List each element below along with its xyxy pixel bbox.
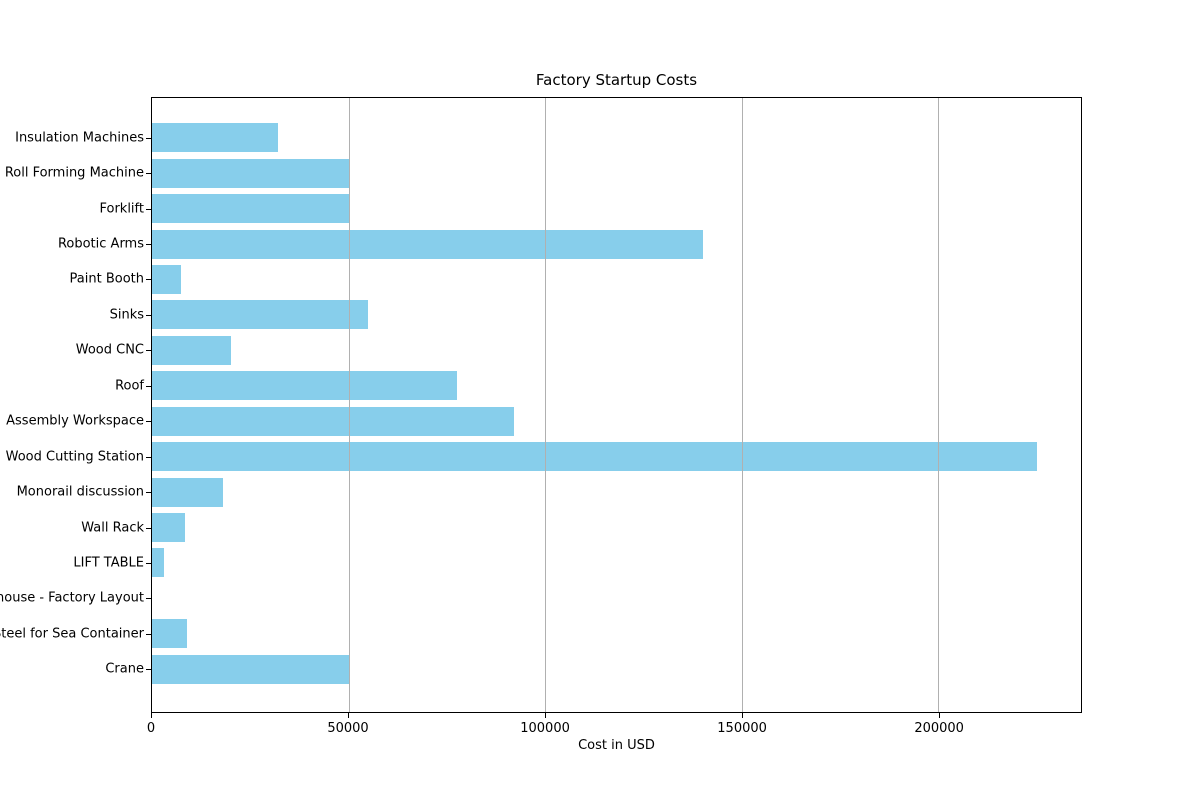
y-tick-mark (146, 633, 151, 635)
x-tick-label: 200000 (914, 721, 964, 736)
x-tick-label: 50000 (327, 721, 369, 736)
bar-row: Sinks (110, 297, 1081, 332)
bar-row: Paint Booth (70, 262, 1081, 297)
y-tick-label: Steel for Sea Container (0, 626, 144, 642)
y-tick-mark (146, 562, 151, 564)
bar (152, 371, 457, 401)
x-tick-label: 100000 (520, 721, 570, 736)
x-axis-label: Cost in USD (578, 738, 655, 753)
y-tick-label: Forklift (99, 201, 144, 217)
bar (152, 619, 188, 649)
bar-row: Roll Forming Machine (5, 155, 1081, 190)
y-tick-mark (146, 385, 151, 387)
y-tick-mark (146, 244, 151, 246)
x-tick-label: 0 (146, 721, 156, 736)
bar (152, 335, 231, 365)
bar (152, 300, 369, 330)
bar-row: Warehouse - Factory Layout (0, 581, 1081, 616)
y-tick-label: Assembly Workspace (6, 413, 144, 429)
y-tick-label: Wood CNC (75, 342, 144, 358)
chart-title: Factory Startup Costs (535, 71, 698, 89)
bar-row: Wall Rack (81, 510, 1081, 545)
y-tick-mark (146, 598, 151, 600)
y-tick-mark (146, 421, 151, 423)
bar-row: Crane (105, 652, 1081, 687)
y-tick-label: LIFT TABLE (73, 555, 144, 571)
x-tick-mark (348, 713, 350, 718)
x-tick-mark (545, 713, 547, 718)
y-tick-label: Robotic Arms (57, 236, 144, 252)
bar (152, 406, 514, 436)
bar-row: Robotic Arms (58, 226, 1081, 261)
y-tick-mark (146, 350, 151, 352)
bar-row: Steel for Sea Container (0, 616, 1081, 651)
bar-row: Wood CNC (76, 333, 1081, 368)
bar (152, 442, 1037, 472)
bar (152, 264, 182, 294)
y-tick-mark (146, 279, 151, 281)
y-tick-mark (146, 527, 151, 529)
bar-row: Wood Cutting Station (6, 439, 1081, 474)
y-tick-mark (146, 208, 151, 210)
plot-area: Insulation Machines Roll Forming Machine F… (0, 97, 1082, 713)
bar-row: Forklift (99, 191, 1081, 226)
y-tick-label: Roof (115, 378, 144, 394)
x-tick-label: 150000 (717, 721, 767, 736)
bar (152, 548, 164, 578)
bar (152, 158, 349, 188)
gridline (938, 98, 940, 712)
bar-row: Monorail discussion (17, 474, 1081, 509)
y-tick-mark (146, 137, 151, 139)
y-tick-label: Monorail discussion (16, 484, 144, 500)
y-tick-label: Crane (105, 661, 144, 677)
plot-inner: Insulation Machines Roll Forming Machine F… (0, 98, 1081, 712)
y-tick-mark (146, 492, 151, 494)
y-tick-label: Roll Forming Machine (4, 165, 144, 181)
y-tick-label: Sinks (109, 307, 144, 323)
bar (152, 194, 349, 224)
bar-row: LIFT TABLE (73, 545, 1081, 580)
bar (152, 513, 186, 543)
y-tick-mark (146, 669, 151, 671)
y-tick-mark (146, 173, 151, 175)
gridline (545, 98, 547, 712)
y-tick-label: Wood Cutting Station (5, 449, 144, 465)
y-tick-label: Paint Booth (69, 271, 144, 287)
bar-row: Insulation Machines (15, 120, 1081, 155)
gridline (741, 98, 743, 712)
y-tick-label: Insulation Machines (15, 130, 144, 146)
y-tick-label: Warehouse - Factory Layout (0, 590, 144, 606)
x-tick-mark (151, 713, 152, 718)
gridline (348, 98, 350, 712)
bar-row: Assembly Workspace (6, 404, 1081, 439)
bar (152, 123, 278, 153)
x-tick-mark (742, 713, 744, 718)
y-tick-mark (146, 456, 151, 458)
y-tick-mark (146, 314, 151, 316)
bar (152, 229, 703, 259)
bar (152, 654, 349, 684)
bar-row: Roof (115, 368, 1081, 403)
x-tick-mark (939, 713, 941, 718)
bar (152, 477, 223, 507)
y-tick-label: Wall Rack (81, 520, 144, 536)
